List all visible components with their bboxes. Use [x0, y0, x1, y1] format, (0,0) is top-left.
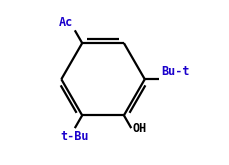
Text: t-Bu: t-Bu — [61, 130, 89, 143]
Text: Ac: Ac — [59, 16, 73, 29]
Text: OH: OH — [133, 122, 147, 135]
Text: Bu-t: Bu-t — [161, 65, 190, 78]
